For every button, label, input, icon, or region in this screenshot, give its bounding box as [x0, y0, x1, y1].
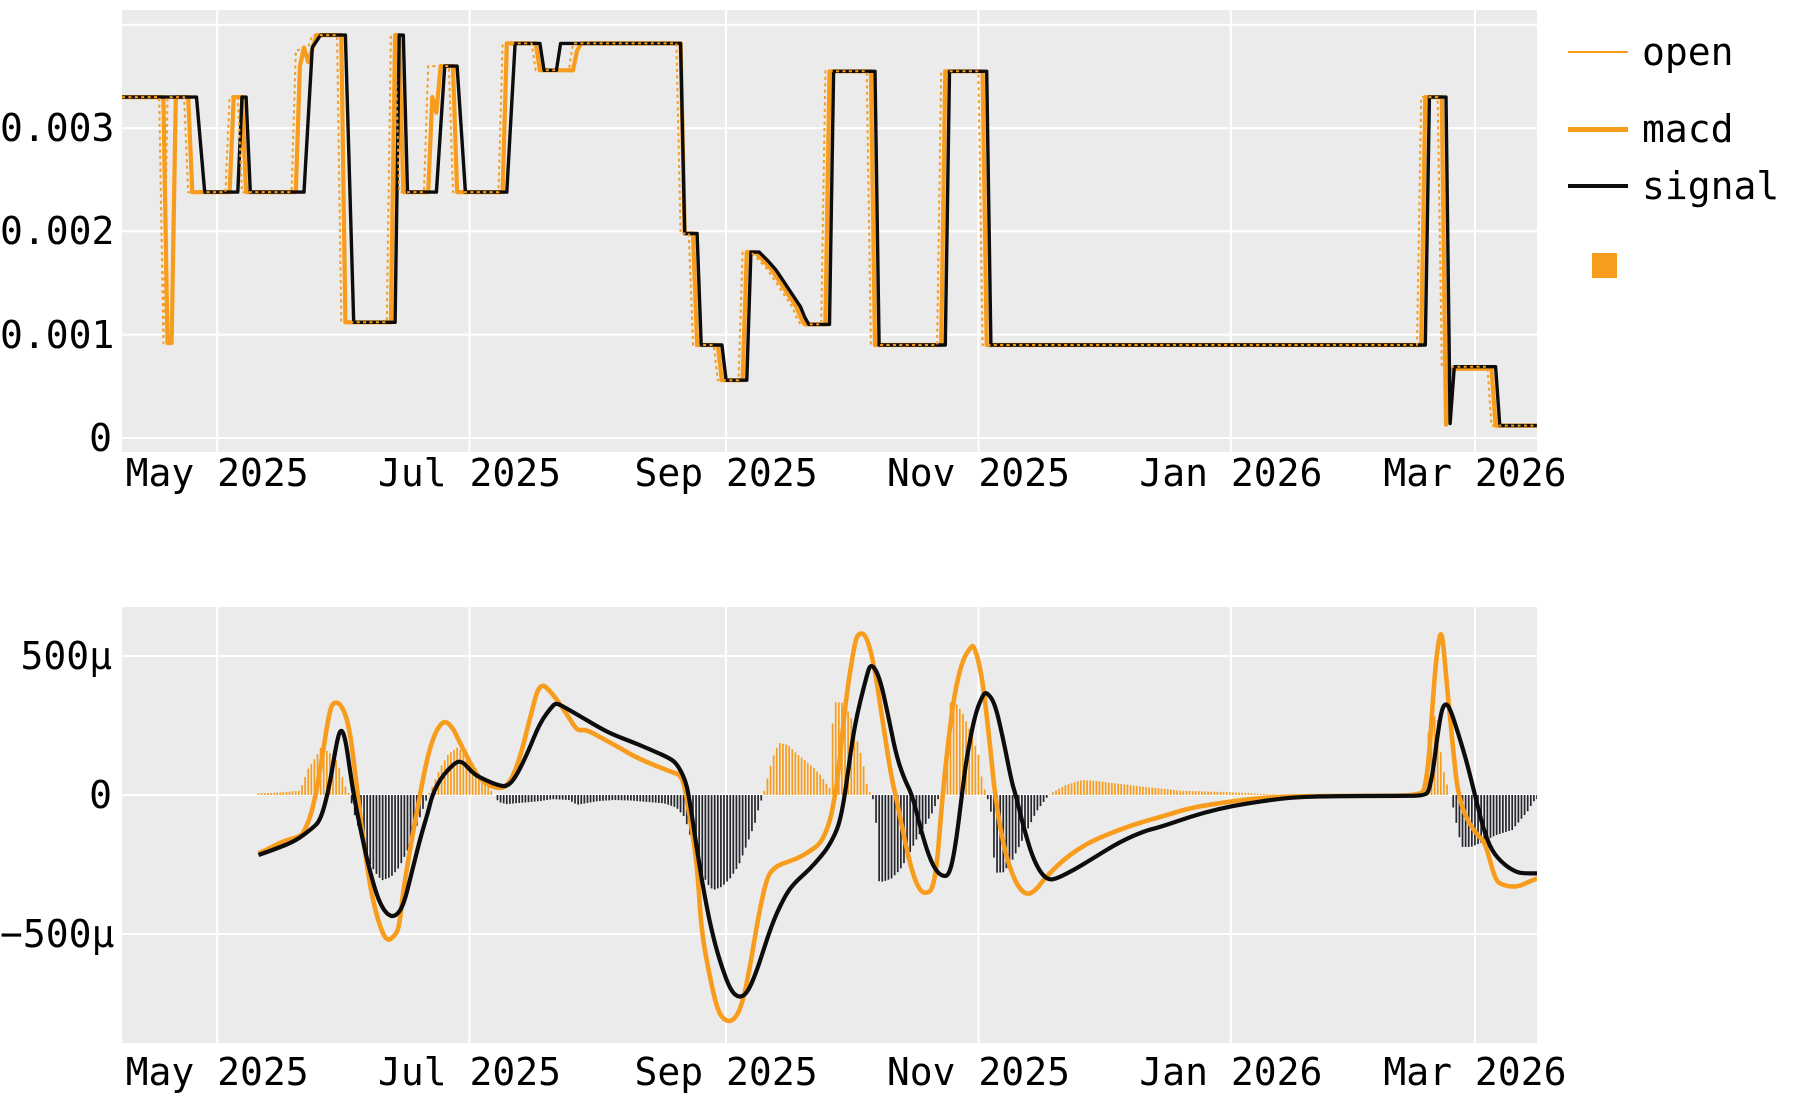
signal-line: [257, 664, 1537, 999]
legend-item-histogram: [1568, 241, 1617, 289]
legend-label: open: [1642, 30, 1734, 74]
y-tick-label: 500μ: [20, 634, 112, 678]
histogram-swatch-icon: [1592, 252, 1617, 278]
y-tick-label: 0: [89, 773, 112, 817]
x-tick-label: Mar 2026: [1383, 451, 1567, 495]
y-tick-label: −500μ: [0, 912, 115, 956]
x-tick-label: Sep 2025: [634, 451, 818, 495]
x-tick-label: Jul 2025: [378, 451, 562, 495]
y-tick-label: 0.003: [0, 106, 115, 151]
macd-line-swatch-icon: [1568, 126, 1628, 132]
macd-oscillator-panel: [122, 607, 1537, 1043]
legend-label: signal: [1642, 164, 1780, 208]
legend-label: macd: [1642, 107, 1734, 151]
x-tick-label: Jan 2026: [1139, 451, 1323, 495]
y-tick-label: 0.001: [0, 312, 115, 357]
x-tick-label: May 2025: [125, 1050, 309, 1094]
legend-item-open: open: [1568, 28, 1734, 76]
x-tick-label: Nov 2025: [886, 451, 1070, 495]
open-line-swatch-icon: [1568, 51, 1628, 53]
legend-item-signal: signal: [1568, 162, 1779, 210]
x-tick-label: Jan 2026: [1139, 1050, 1323, 1094]
x-tick-label: May 2025: [125, 451, 309, 495]
x-tick-label: Nov 2025: [886, 1050, 1070, 1094]
y-tick-label: 0.002: [0, 209, 115, 254]
x-tick-label: Sep 2025: [634, 1050, 818, 1094]
x-tick-label: Mar 2026: [1383, 1050, 1567, 1094]
legend-item-macd: macd: [1568, 105, 1734, 153]
signal-line-swatch-icon: [1568, 184, 1628, 188]
x-tick-label: Jul 2025: [378, 1050, 562, 1094]
price-panel: [122, 10, 1537, 452]
y-tick-label: 0: [89, 416, 112, 460]
